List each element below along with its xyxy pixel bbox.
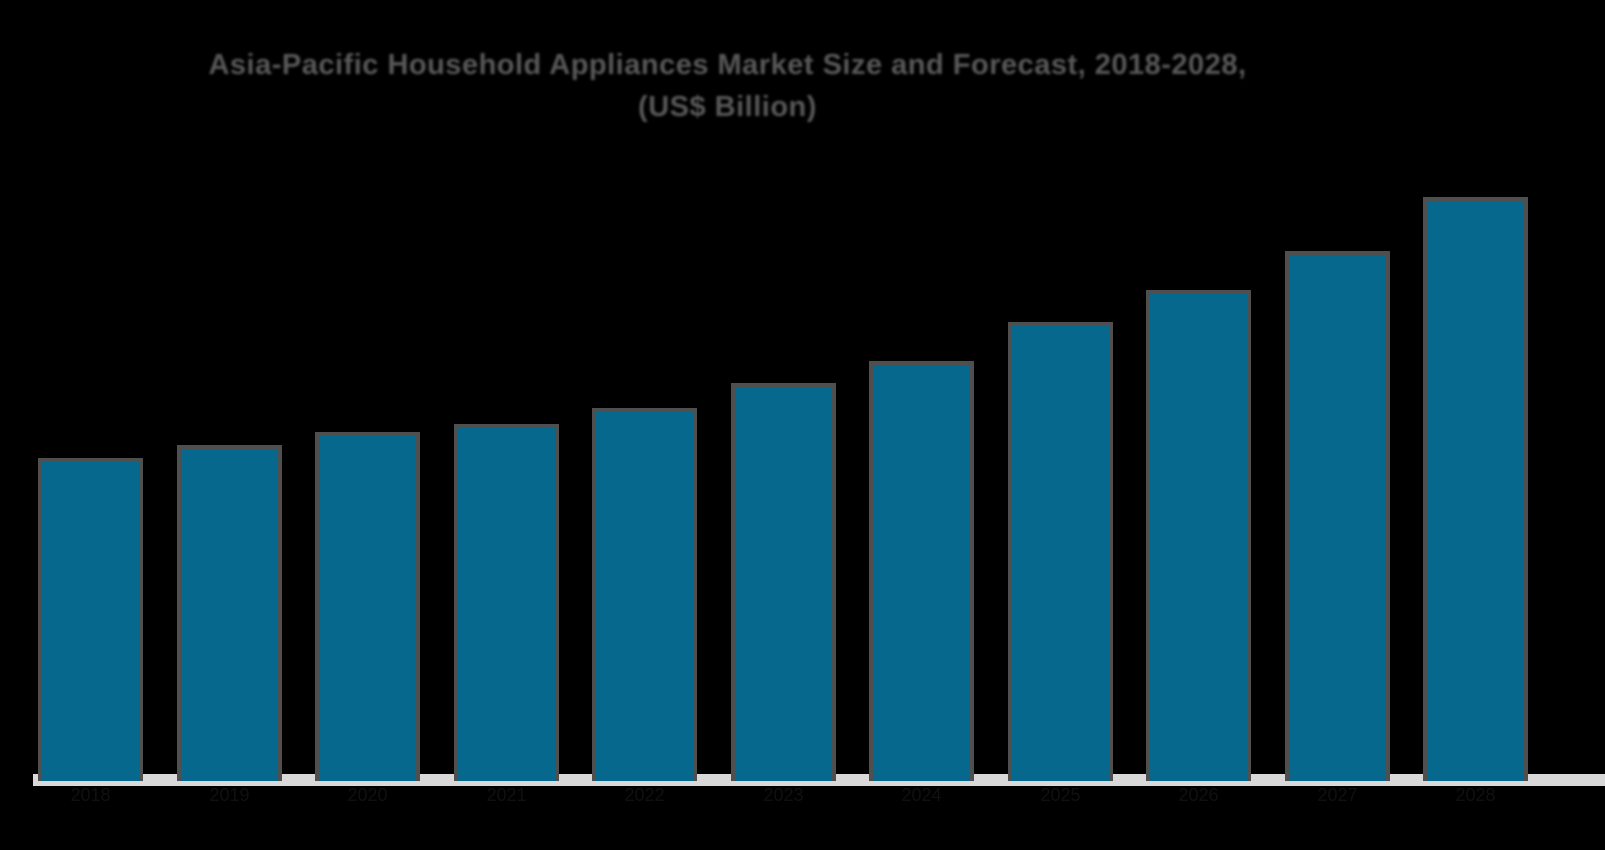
bar-2018 [38, 458, 143, 781]
x-tick-label-2026: 2026 [1178, 785, 1219, 805]
x-tick-label-2020: 2020 [347, 785, 388, 805]
x-tick-label-2019: 2019 [209, 785, 250, 805]
x-tick-label-2028: 2028 [1455, 785, 1496, 805]
bar-2027 [1285, 251, 1390, 781]
bar-2022 [592, 408, 697, 781]
bar-2020 [315, 432, 420, 781]
bar-2019 [177, 445, 282, 781]
x-tick-label-2022: 2022 [624, 785, 665, 805]
bar-2028 [1423, 197, 1528, 781]
x-tick-label-2021: 2021 [486, 785, 527, 805]
x-tick-label-2023: 2023 [763, 785, 804, 805]
chart-title-line2: (US$ Billion) [638, 91, 817, 123]
x-tick-label-2027: 2027 [1317, 785, 1358, 805]
x-tick-label-2024: 2024 [901, 785, 942, 805]
bar-2025 [1008, 322, 1113, 781]
bar-2026 [1146, 290, 1251, 781]
x-tick-label-2025: 2025 [1040, 785, 1081, 805]
chart-title-line1: Asia-Pacific Household Appliances Market… [208, 49, 1247, 81]
chart-title: Asia-Pacific Household Appliances Market… [0, 44, 1455, 128]
bar-2023 [731, 383, 836, 781]
bar-2021 [454, 424, 559, 781]
bar-2024 [869, 361, 974, 781]
x-tick-label-2018: 2018 [70, 785, 111, 805]
